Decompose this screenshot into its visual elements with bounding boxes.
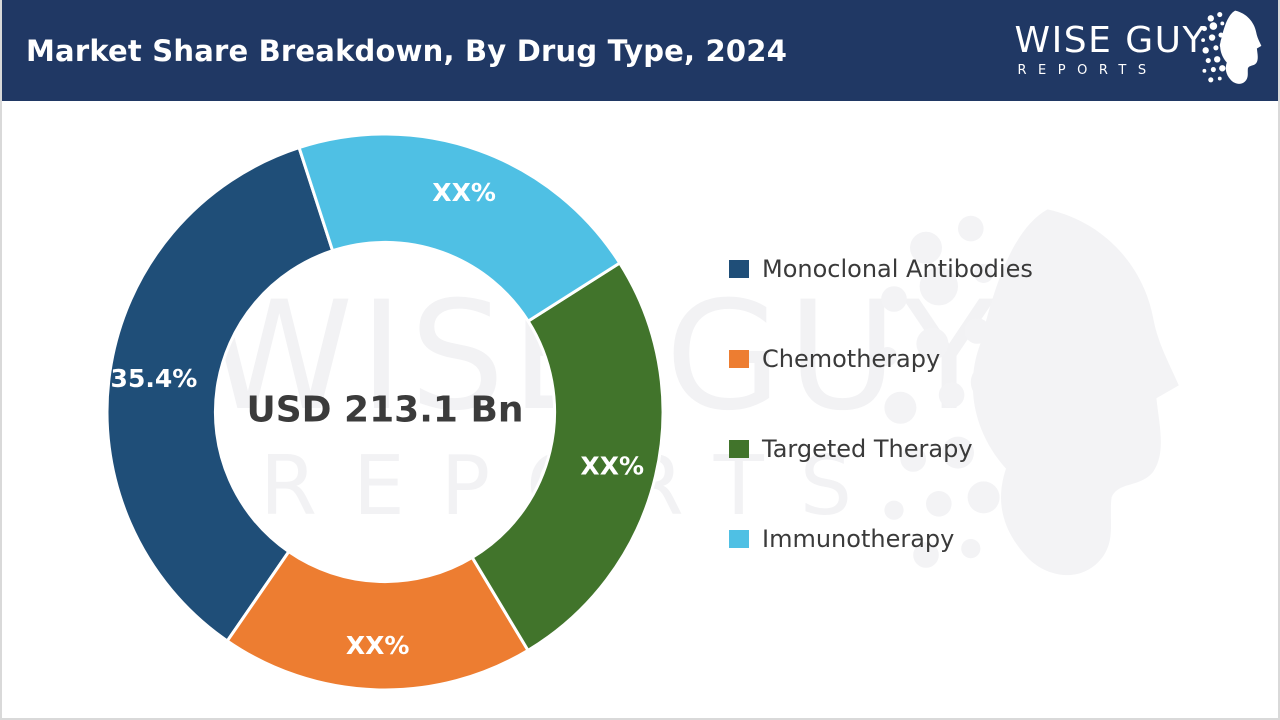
donut-slice-chemotherapy: [225, 550, 530, 692]
page-title: Market Share Breakdown, By Drug Type, 20…: [26, 33, 788, 68]
donut-chart: 35.4% XX% XX% XX%: [105, 132, 665, 692]
header: Market Share Breakdown, By Drug Type, 20…: [2, 0, 1278, 101]
legend-item-targeted-therapy: Targeted Therapy: [729, 428, 1033, 470]
donut-slice-monoclonal-antibodies: [105, 146, 335, 643]
legend-swatch-chemotherapy: [729, 350, 749, 368]
donut-slice-targeted-therapy: [470, 261, 665, 652]
legend-swatch-immunotherapy: [729, 530, 749, 548]
logo-wise-guy-text: WISE GUY: [1014, 20, 1206, 61]
logo-reports-text: REPORTS: [1017, 63, 1158, 78]
face-profile-logo-icon: [1201, 10, 1262, 84]
donut-slice-immunotherapy: [297, 132, 622, 323]
legend-swatch-targeted-therapy: [729, 440, 749, 458]
legend: Monoclonal Antibodies Chemotherapy Targe…: [729, 248, 1033, 608]
legend-label-chemotherapy: Chemotherapy: [762, 345, 941, 373]
legend-item-immunotherapy: Immunotherapy: [729, 518, 1033, 560]
brand-logo-text: WISE GUY REPORTS: [1014, 20, 1207, 79]
slice-value-label: XX%: [346, 631, 410, 660]
legend-item-monoclonal-antibodies: Monoclonal Antibodies: [729, 248, 1033, 290]
legend-label-monoclonal-antibodies: Monoclonal Antibodies: [762, 255, 1033, 283]
legend-swatch-monoclonal-antibodies: [729, 260, 749, 278]
legend-label-immunotherapy: Immunotherapy: [762, 525, 955, 553]
slice-value-label: XX%: [432, 178, 496, 207]
legend-label-targeted-therapy: Targeted Therapy: [762, 435, 973, 463]
legend-item-chemotherapy: Chemotherapy: [729, 338, 1033, 380]
center-value-label: USD 213.1 Bn: [246, 389, 524, 431]
slice-value-label: XX%: [580, 452, 644, 481]
brand-logo: WISE GUY REPORTS: [1015, 9, 1263, 93]
slice-value-label: 35.4%: [111, 364, 198, 393]
